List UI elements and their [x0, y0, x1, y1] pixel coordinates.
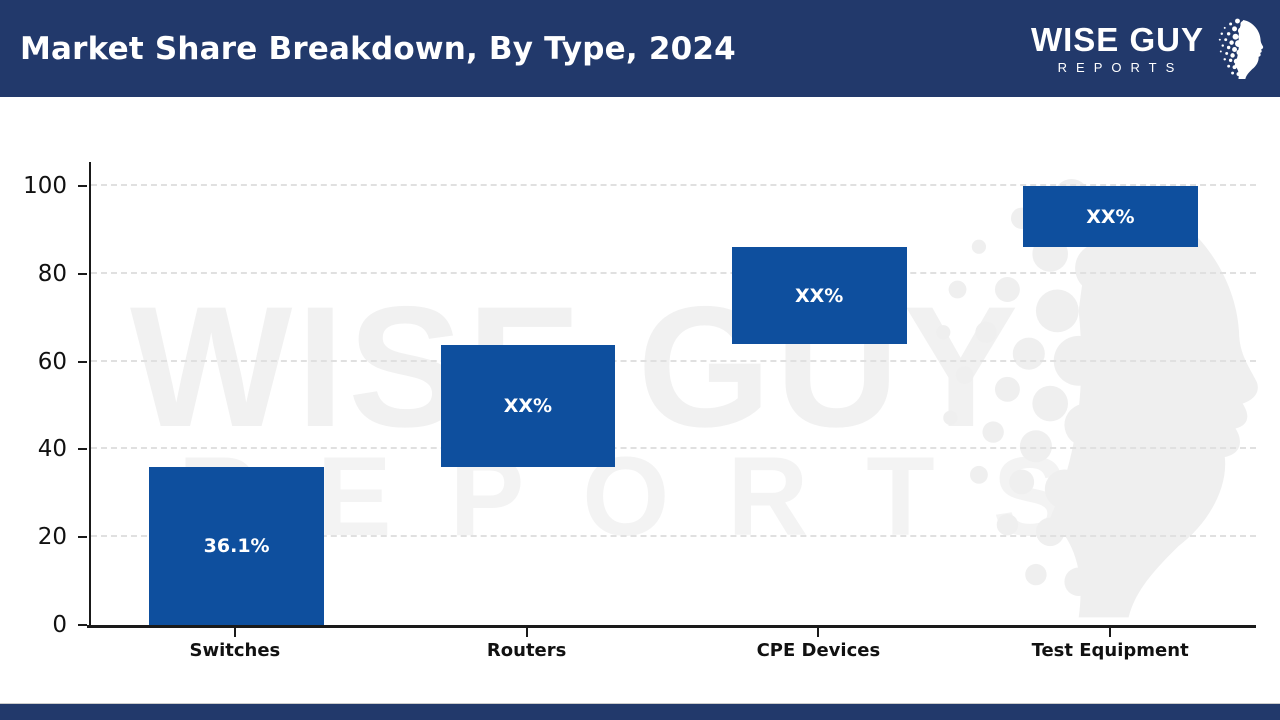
- gridline-40: [91, 447, 1256, 450]
- gridline-60: [91, 359, 1256, 362]
- y-tick-label-80: 80: [37, 260, 67, 287]
- bar-value-label: XX%: [503, 394, 553, 417]
- y-tick-mark-100: [78, 185, 87, 187]
- logo-reports-text: REPORTS: [1057, 60, 1184, 75]
- y-tick-mark-20: [78, 536, 87, 539]
- y-tick-label-40: 40: [37, 436, 67, 463]
- y-tick-mark-40: [78, 448, 87, 451]
- y-axis: 0 20 40 60 80 100: [0, 162, 89, 638]
- x-tick-mark-3: [817, 628, 820, 637]
- wiseguy-head-logo-icon: [1218, 18, 1264, 79]
- wiseguy-logo: WISE GUY REPORTS: [1031, 8, 1264, 90]
- logo-name-text: WISE GUY: [1030, 21, 1204, 58]
- bar-value-label: XX%: [794, 284, 844, 307]
- bar-cpe-devices: XX%: [731, 247, 907, 345]
- wiseguy-logo-text: WISE GUY REPORTS: [1031, 23, 1204, 74]
- chart-title: Market Share Breakdown, By Type, 2024: [20, 30, 736, 67]
- bar-test-equipment: XX%: [1023, 186, 1198, 248]
- y-tick-label-60: 60: [37, 348, 67, 375]
- bar-switches: 36.1%: [149, 466, 324, 625]
- x-tick-mark-1: [233, 628, 236, 637]
- y-tick-label-0: 0: [52, 612, 67, 638]
- y-tick-mark-60: [78, 360, 87, 363]
- plot-area: 36.1% XX% XX% XX%: [89, 162, 1256, 625]
- footer-bar: [0, 703, 1280, 720]
- gridline-20: [91, 535, 1256, 538]
- x-axis-line: [87, 625, 1256, 628]
- x-tick-mark-2: [525, 628, 528, 637]
- bar-routers: XX%: [440, 344, 616, 467]
- x-category-label: Switches: [189, 640, 281, 661]
- gridline-80: [91, 271, 1256, 274]
- y-tick-mark-0: [78, 624, 87, 626]
- x-axis: Switches Routers CPE Devices Test Equipment: [89, 628, 1256, 688]
- y-tick-label-100: 100: [23, 173, 67, 199]
- x-category-label: CPE Devices: [756, 640, 881, 661]
- x-category-label: Routers: [486, 640, 567, 661]
- y-tick-mark-80: [78, 272, 87, 275]
- gridline-100: [91, 184, 1256, 186]
- bar-value-label: 36.1%: [203, 534, 270, 557]
- x-category-label: Test Equipment: [1031, 640, 1189, 661]
- y-tick-label-20: 20: [37, 524, 67, 551]
- header: Market Share Breakdown, By Type, 2024 WI…: [0, 0, 1280, 97]
- bar-value-label: XX%: [1086, 205, 1135, 228]
- x-tick-mark-4: [1109, 628, 1112, 637]
